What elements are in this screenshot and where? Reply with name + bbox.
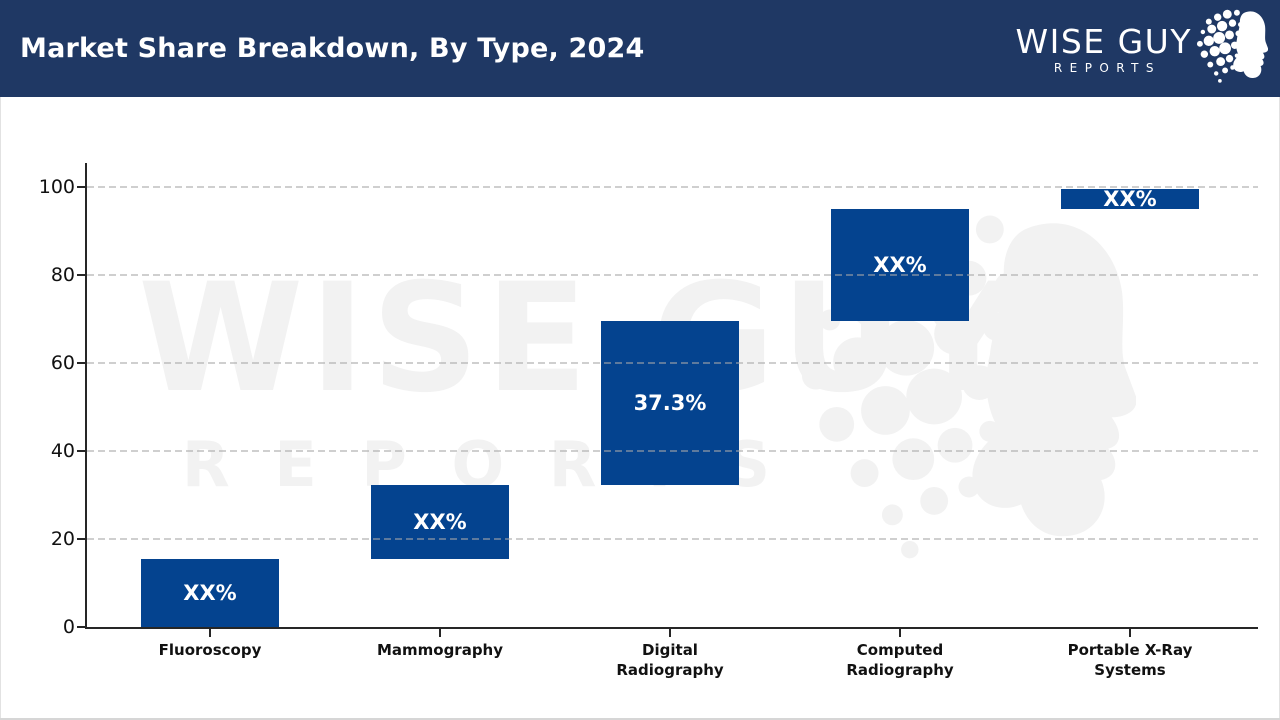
y-tick-mark [77,362,85,364]
logo-text: WISE GUY REPORTS [1015,21,1192,76]
header: Market Share Breakdown, By Type, 2024 WI… [0,0,1280,97]
y-tick-label: 20 [50,528,75,550]
y-tick-mark [77,626,85,628]
x-category-label: Fluoroscopy [95,640,325,660]
gridline [87,450,1258,452]
x-category-label-line: Radiography [616,661,724,679]
bar: XX% [141,558,279,627]
bar: XX% [1061,187,1199,212]
bar: 37.3% [601,320,739,485]
y-tick-label: 40 [50,440,75,462]
gridline [87,274,1258,276]
x-tick-mark [899,629,901,637]
gridline [87,362,1258,364]
y-tick-mark [77,450,85,452]
logo-wise-guy: WISE GUY [1015,21,1192,61]
bar-value-label: XX% [873,252,927,277]
x-category-label-line: Mammography [376,641,504,659]
x-tick-mark [439,629,441,637]
bar: XX% [371,484,509,559]
wise-guy-logo: WISE GUY REPORTS [1015,8,1268,90]
x-category-label: Digital Radiography [555,640,785,680]
bar-value-label: XX% [413,509,467,534]
x-category-label-line: Portable X-Ray [1067,641,1193,659]
y-tick-mark [77,274,85,276]
bar-value-label: 37.3% [633,390,707,415]
page-left-border [0,97,1,720]
x-category-label: Computed Radiography [785,640,1015,680]
x-category-label-line: Digital [642,641,698,659]
gridline [87,538,1258,540]
face-profile-icon [1196,9,1268,83]
bar-value-label: XX% [1103,187,1157,212]
x-category-label-line: Computed [856,641,944,659]
y-tick-mark [77,186,85,188]
page-bottom-border [0,718,1280,720]
x-tick-mark [669,629,671,637]
y-tick-mark [77,538,85,540]
x-axis-line [85,627,1258,629]
x-category-label: Portable X-Ray Systems [1015,640,1245,680]
x-category-label-line: Systems [1094,661,1166,679]
x-category-label-line: Fluoroscopy [158,641,262,659]
logo-reports: REPORTS [1053,60,1161,75]
chart-title: Market Share Breakdown, By Type, 2024 [20,33,645,64]
y-tick-label: 0 [62,616,75,638]
bar-value-label: XX% [183,580,237,605]
x-category-label: Mammography [325,640,555,660]
y-tick-label: 80 [50,264,75,286]
y-tick-label: 60 [50,352,75,374]
x-tick-mark [1129,629,1131,637]
gridline [87,186,1258,188]
bar: XX% [831,209,969,321]
x-tick-mark [209,629,211,637]
y-tick-label: 100 [38,176,75,198]
y-axis-line [85,163,87,629]
x-category-label-line: Radiography [846,661,954,679]
